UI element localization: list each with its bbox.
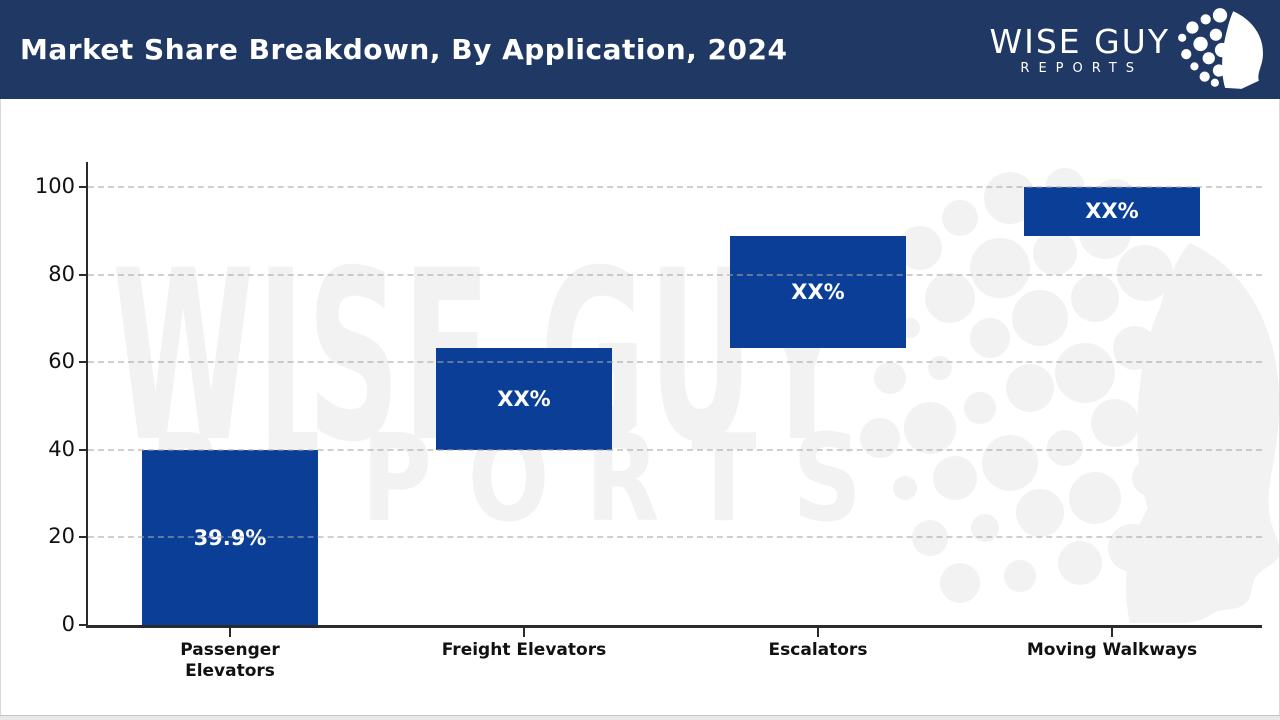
y-tick-label: 0: [61, 612, 75, 636]
page-title: Market Share Breakdown, By Application, …: [20, 33, 788, 66]
gridline-20: [88, 536, 1262, 539]
x-tick-mark: [817, 628, 819, 637]
logo: WISE GUY REPORTS: [989, 6, 1266, 94]
logo-face-icon: [1174, 6, 1266, 94]
y-tick-label: 20: [48, 524, 75, 549]
x-axis-spine: [86, 625, 1262, 628]
y-tick-mark: [79, 624, 88, 626]
y-axis-spine: [86, 162, 88, 628]
bar-freight-elevators: XX%: [436, 347, 612, 451]
bar-value-label: XX%: [497, 386, 551, 411]
bar-value-label: XX%: [1085, 199, 1139, 224]
x-tick-label-3: Escalators: [768, 640, 868, 660]
y-tick-mark: [79, 448, 88, 451]
plot-area: 39.9% XX% XX% XX% 0 20 40 60 80 100 Passenger Elev…: [0, 99, 1280, 720]
x-tick-label-1: Passenger Elevators: [180, 640, 280, 682]
bar-value-label: XX%: [791, 279, 845, 304]
gridline-80: [88, 273, 1262, 276]
x-tick-mark: [523, 628, 525, 637]
y-tick-label: 80: [48, 261, 75, 286]
y-tick-label: 100: [34, 174, 75, 198]
header: Market Share Breakdown, By Application, …: [0, 0, 1280, 99]
bar-escalators: XX%: [730, 235, 906, 348]
y-tick-label: 40: [48, 436, 75, 461]
y-tick-mark: [79, 361, 88, 364]
y-tick-mark: [79, 536, 88, 539]
bar-moving-walkways: XX%: [1024, 187, 1200, 236]
left-border: [0, 99, 1, 720]
logo-wordmark: WISE GUY REPORTS: [989, 25, 1170, 75]
y-tick-mark: [79, 273, 88, 276]
gridline-60: [88, 361, 1262, 364]
gridline-40: [88, 448, 1262, 451]
x-tick-label-4: Moving Walkways: [1026, 640, 1198, 660]
x-tick-label-2: Freight Elevators: [441, 640, 607, 660]
footer-band: [0, 715, 1280, 720]
x-tick-mark: [229, 628, 231, 637]
gridline-100: [88, 186, 1262, 188]
x-tick-mark: [1111, 628, 1113, 637]
logo-wordmark-line2: REPORTS: [1020, 60, 1144, 76]
y-tick-label: 60: [48, 349, 75, 374]
logo-wordmark-line1: WISE GUY: [989, 21, 1170, 61]
y-tick-mark: [79, 186, 88, 188]
